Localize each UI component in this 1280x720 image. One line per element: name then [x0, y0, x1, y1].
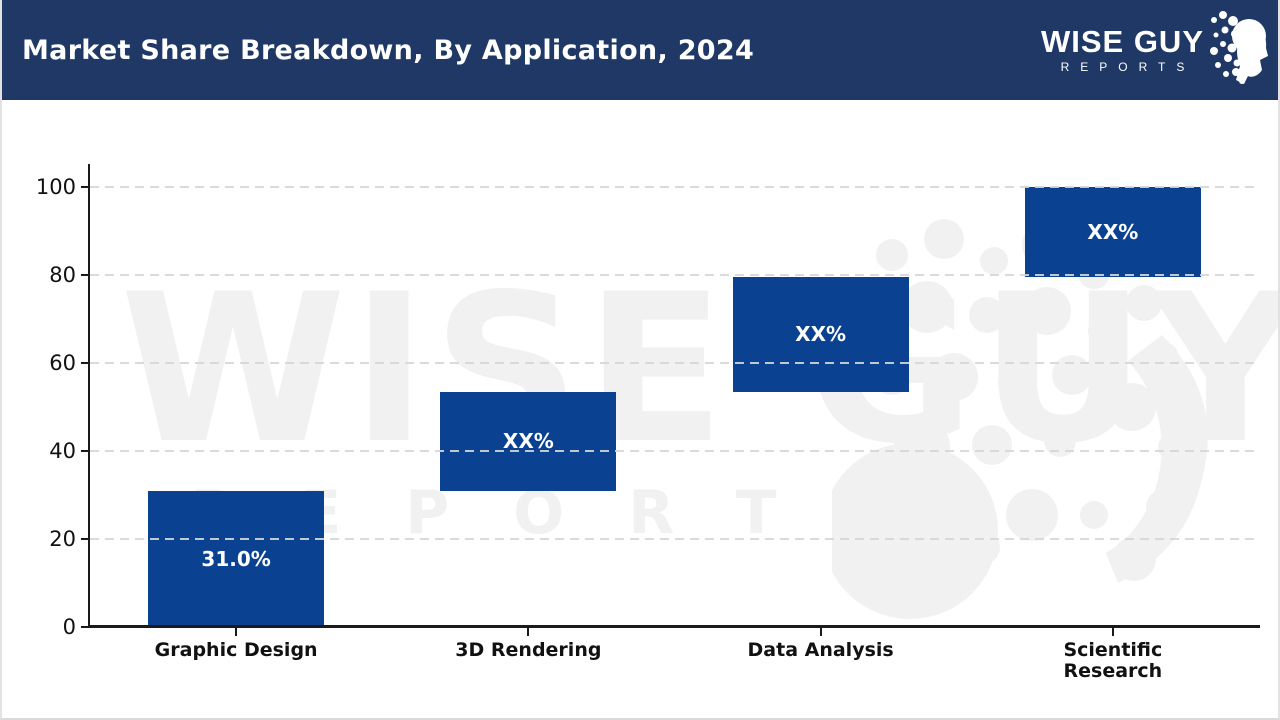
y-tick-mark [81, 626, 89, 628]
y-tick-mark [81, 450, 89, 452]
y-tick-label: 20 [49, 527, 76, 551]
x-tick-mark [1111, 628, 1114, 636]
page-title: Market Share Breakdown, By Application, … [22, 34, 755, 66]
y-tick-mark [81, 538, 89, 540]
category-label: 3D Rendering [455, 639, 602, 661]
category-label: Data Analysis [747, 639, 894, 661]
y-tick-label: 80 [49, 263, 76, 287]
logo-head-icon [1210, 11, 1268, 84]
y-tick-label: 40 [49, 439, 76, 463]
x-axis-line [88, 625, 1260, 628]
category-label: Scientific Research [1063, 639, 1163, 682]
y-tick-label: 100 [35, 175, 76, 199]
logo-wordmark: WISE GUY [1040, 23, 1204, 59]
logo-text: WISE GUY REPORTS [1040, 23, 1204, 74]
y-tick-label: 60 [49, 351, 76, 375]
y-tick-mark [81, 362, 89, 364]
category-label: Graphic Design [154, 639, 318, 661]
y-tick-mark [81, 274, 89, 276]
wiseguy-logo: WISE GUY REPORTS [1041, 8, 1268, 92]
x-tick-mark [819, 628, 822, 636]
y-axis-line [88, 164, 90, 628]
x-tick-mark [235, 628, 238, 636]
header: Market Share Breakdown, By Application, … [2, 0, 1278, 100]
y-tick-label: 0 [62, 615, 76, 639]
y-tick-mark [81, 186, 89, 188]
watermark-head-icon [832, 219, 1208, 619]
logo-subtext: REPORTS [1060, 59, 1196, 74]
grid-line [90, 186, 1259, 188]
x-tick-mark [527, 628, 530, 636]
